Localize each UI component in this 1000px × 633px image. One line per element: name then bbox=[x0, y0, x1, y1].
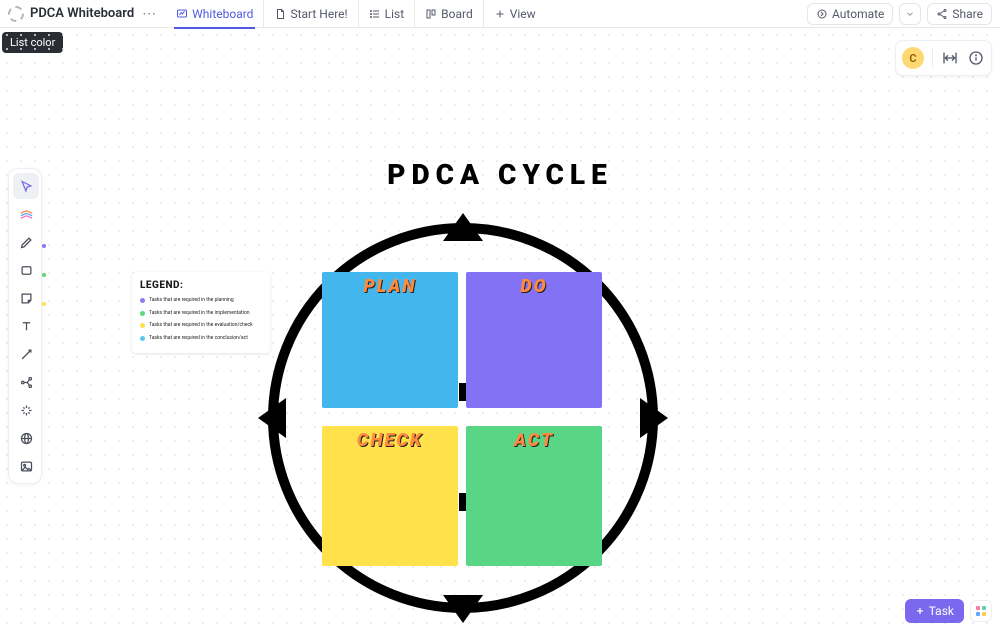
tab-add-view[interactable]: View bbox=[483, 0, 546, 28]
legend-card[interactable]: LEGEND: Tasks that are required in the p… bbox=[132, 272, 270, 353]
legend-row: Tasks that are required in the planning bbox=[140, 297, 262, 304]
automate-icon bbox=[816, 8, 828, 20]
tool-mindmap[interactable] bbox=[13, 369, 39, 395]
avatar[interactable]: C bbox=[902, 47, 924, 69]
globe-icon bbox=[19, 431, 34, 446]
doc-icon bbox=[274, 8, 286, 20]
create-task-button[interactable]: Task bbox=[905, 599, 964, 623]
tool-connector[interactable] bbox=[13, 341, 39, 367]
topbar: PDCA Whiteboard ⋯ Whiteboard Start Here!… bbox=[0, 0, 1000, 28]
legend-dot bbox=[140, 336, 145, 341]
tool-web[interactable] bbox=[13, 425, 39, 451]
share-icon bbox=[936, 8, 948, 20]
share-button[interactable]: Share bbox=[927, 3, 992, 25]
rectangle-icon bbox=[19, 263, 34, 278]
toolbar-status-dot bbox=[42, 302, 46, 306]
tool-ai[interactable] bbox=[13, 397, 39, 423]
legend-dot bbox=[140, 311, 145, 316]
divider bbox=[932, 48, 933, 68]
quad-act[interactable]: ACT bbox=[466, 426, 602, 566]
tab-label: List bbox=[385, 7, 405, 21]
connector-icon bbox=[19, 347, 34, 362]
diagram-title: PDCA CYCLE bbox=[0, 158, 1000, 191]
pen-icon bbox=[19, 235, 34, 250]
info-icon[interactable] bbox=[967, 49, 985, 67]
automate-caret[interactable] bbox=[899, 3, 921, 25]
view-tabs: Whiteboard Start Here! List Board View bbox=[166, 0, 546, 28]
more-icon[interactable]: ⋯ bbox=[140, 6, 158, 22]
chevron-down-icon bbox=[905, 9, 915, 19]
legend-text: Tasks that are required in the conclusio… bbox=[149, 335, 248, 342]
image-icon bbox=[19, 459, 34, 474]
automate-button[interactable]: Automate bbox=[807, 3, 893, 25]
tab-list[interactable]: List bbox=[358, 0, 415, 28]
quad-do[interactable]: DO bbox=[466, 272, 602, 408]
legend-dot bbox=[140, 323, 145, 328]
legend-row: Tasks that are required in the evaluatio… bbox=[140, 322, 262, 329]
tab-label: Start Here! bbox=[290, 7, 347, 21]
legend-row: Tasks that are required in the conclusio… bbox=[140, 335, 262, 342]
task-label: Task bbox=[929, 604, 954, 618]
text-icon bbox=[19, 319, 34, 334]
legend-text: Tasks that are required in the planning bbox=[149, 297, 234, 304]
canvas-toolbar bbox=[8, 168, 42, 484]
apps-button[interactable] bbox=[970, 600, 992, 622]
tab-board[interactable]: Board bbox=[414, 0, 483, 28]
legend-dot bbox=[140, 298, 145, 303]
quad-plan[interactable]: PLAN bbox=[322, 272, 458, 408]
canvas-user-panel: C bbox=[895, 40, 992, 76]
toolbar-status-dot bbox=[42, 273, 46, 277]
page-title: PDCA Whiteboard bbox=[30, 6, 134, 21]
quad-check[interactable]: CHECK bbox=[322, 426, 458, 566]
bottom-right-controls: Task bbox=[905, 599, 992, 623]
tool-text[interactable] bbox=[13, 313, 39, 339]
pdca-quadrants: PLAN DO CHECK ACT bbox=[322, 272, 602, 566]
quad-label: DO bbox=[466, 276, 602, 297]
toolbar-status-dot bbox=[42, 244, 46, 248]
topbar-left: PDCA Whiteboard ⋯ bbox=[8, 6, 158, 22]
whiteboard-icon bbox=[176, 8, 188, 20]
quad-label: ACT bbox=[466, 430, 602, 451]
tool-sticky[interactable] bbox=[13, 285, 39, 311]
quad-label: CHECK bbox=[322, 430, 458, 451]
tab-label: Whiteboard bbox=[192, 7, 253, 21]
quad-label: PLAN bbox=[322, 276, 458, 297]
list-color-icon[interactable] bbox=[8, 6, 24, 22]
mindmap-icon bbox=[19, 375, 34, 390]
share-label: Share bbox=[952, 7, 983, 21]
sparkle-icon bbox=[19, 403, 34, 418]
plus-icon bbox=[915, 606, 925, 616]
legend-text: Tasks that are required in the evaluatio… bbox=[149, 322, 253, 329]
legend-text: Tasks that are required in the implement… bbox=[149, 310, 249, 317]
legend-title: LEGEND: bbox=[140, 280, 262, 291]
plus-icon bbox=[494, 8, 506, 20]
tab-label: View bbox=[510, 7, 536, 21]
tool-image[interactable] bbox=[13, 453, 39, 479]
tool-rectangle[interactable] bbox=[13, 257, 39, 283]
sticky-icon bbox=[19, 291, 34, 306]
list-icon bbox=[369, 8, 381, 20]
topbar-right: Automate Share bbox=[807, 3, 992, 25]
tab-start-here[interactable]: Start Here! bbox=[263, 0, 357, 28]
fit-width-icon[interactable] bbox=[941, 49, 959, 67]
tab-label: Board bbox=[441, 7, 473, 21]
legend-row: Tasks that are required in the implement… bbox=[140, 310, 262, 317]
stack-icon bbox=[19, 207, 34, 222]
automate-label: Automate bbox=[832, 7, 884, 21]
tool-pen[interactable] bbox=[13, 229, 39, 255]
whiteboard-canvas[interactable]: C bbox=[0, 28, 1000, 633]
tool-shapes-stack[interactable] bbox=[13, 201, 39, 227]
tab-whiteboard[interactable]: Whiteboard bbox=[166, 0, 263, 28]
apps-icon bbox=[976, 606, 986, 616]
board-icon bbox=[425, 8, 437, 20]
